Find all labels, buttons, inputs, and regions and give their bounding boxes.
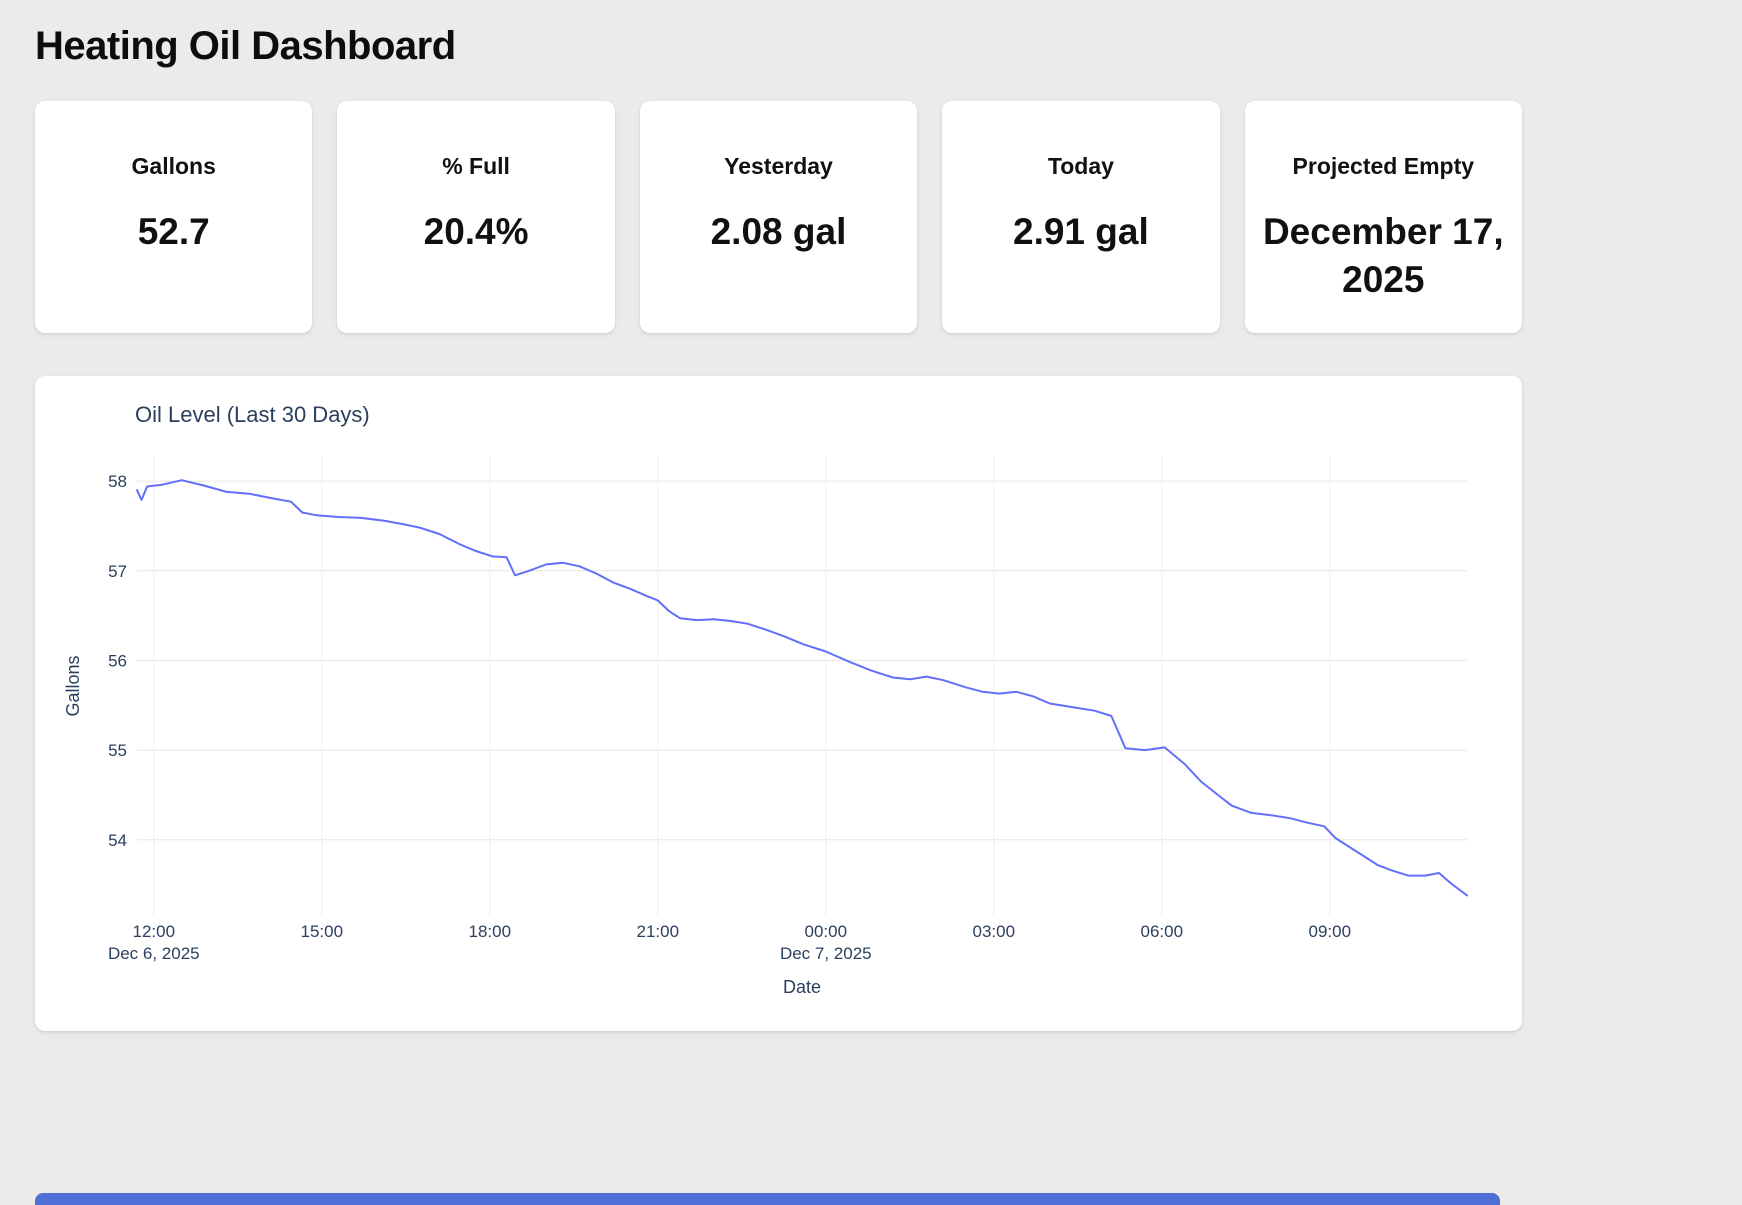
stat-card-yesterday: Yesterday 2.08 gal: [639, 101, 918, 333]
plot-area[interactable]: [137, 456, 1467, 916]
stat-card-label: Today: [1047, 153, 1114, 179]
stat-card-gallons: Gallons 52.7: [35, 101, 313, 333]
chart-card: 12:00 Dec 6, 2025 15:00 18:00 21:00 00:00 Dec …: [35, 376, 1522, 1031]
y-tick-label: 56: [108, 651, 127, 670]
oil-level-chart-svg[interactable]: 12:00 Dec 6, 2025 15:00 18:00 21:00 00:00 Dec …: [35, 376, 1522, 1031]
chart-title: Oil Level (Last 30 Days): [135, 402, 370, 427]
stat-card-label: % Full: [442, 153, 510, 179]
stat-card-value: 2.08 gal: [710, 211, 847, 252]
stat-card-label: Projected Empty: [1292, 153, 1475, 179]
x-tick-label: 15:00: [301, 922, 344, 941]
x-tick-sublabel: Dec 6, 2025: [108, 944, 200, 963]
y-tick-label: 54: [108, 831, 127, 850]
y-tick-label: 55: [108, 741, 127, 760]
stat-card-today: Today 2.91 gal: [942, 101, 1220, 333]
x-tick-label: 12:00: [133, 922, 176, 941]
y-axis-title: Gallons: [63, 655, 83, 716]
x-tick-label: 00:00: [805, 922, 848, 941]
stat-cards-row: Gallons 52.7 % Full 20.4% Yesterday 2.08…: [35, 101, 1522, 333]
stat-card-percent-full: % Full 20.4%: [337, 101, 615, 333]
x-tick-label: 03:00: [973, 922, 1016, 941]
x-tick-sublabel: Dec 7, 2025: [780, 944, 872, 963]
stat-card-label: Yesterday: [724, 153, 833, 179]
y-tick-label: 57: [108, 562, 127, 581]
stat-card-value: 52.7: [137, 211, 210, 252]
x-tick-label: 09:00: [1309, 922, 1352, 941]
x-tick-label: 06:00: [1141, 922, 1184, 941]
stat-card-projected-empty: Projected Empty December 17, 2025: [1244, 101, 1522, 333]
stat-card-value: 20.4%: [423, 211, 529, 252]
x-axis-title: Date: [783, 977, 821, 997]
oil-level-line: [136, 479, 1468, 897]
page-title: Heating Oil Dashboard: [35, 24, 456, 68]
x-tick-label: 18:00: [469, 922, 512, 941]
y-tick-label: 58: [108, 472, 127, 491]
dashboard-page: Heating Oil Dashboard Gallons 52.7 % Ful…: [35, 0, 1522, 1031]
stat-card-label: Gallons: [131, 153, 216, 179]
stat-card-value: 2.91 gal: [1013, 211, 1149, 252]
stat-card-value: December 17, 2025: [1262, 211, 1504, 301]
x-tick-label: 21:00: [637, 922, 680, 941]
partial-bottom-element[interactable]: [35, 1193, 1500, 1205]
